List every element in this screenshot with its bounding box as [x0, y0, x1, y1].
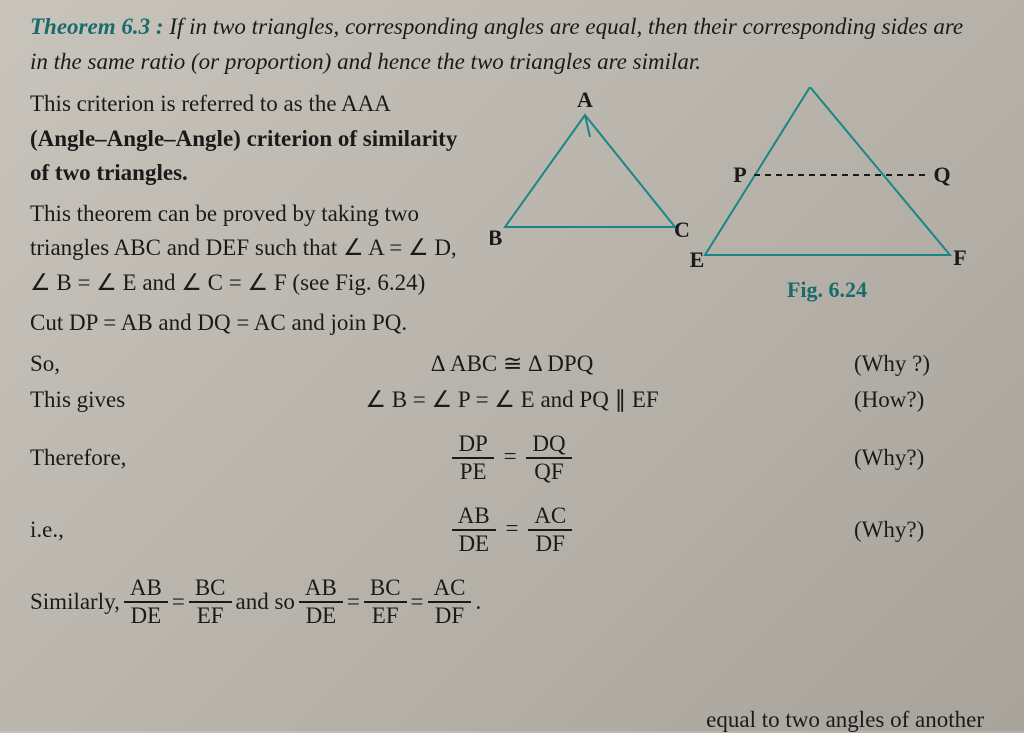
figure-column: A B C D E F P Q Fig. 6.24	[490, 87, 984, 306]
frac-s3: ABDE	[299, 575, 343, 629]
frac-dp-pe: DPPE	[452, 431, 493, 485]
so-why: (Why ?)	[854, 351, 984, 377]
ie-label: i.e.,	[30, 517, 170, 543]
theorem-line1: If in two triangles, corresponding angle…	[169, 14, 737, 39]
step-similarly: Similarly, ABDE = BCEF and so ABDE = BCE…	[30, 575, 984, 629]
ie-why: (Why?)	[854, 517, 984, 543]
and-so: and so	[236, 589, 295, 615]
label-q: Q	[933, 162, 950, 187]
criterion-text: This criterion is referred to as the AAA…	[30, 87, 470, 191]
cut-construction: Cut DP = AB and DQ = AC and join PQ.	[30, 306, 984, 341]
similarly-label: Similarly,	[30, 589, 120, 615]
ie-math: ABDE = ACDF	[170, 503, 854, 557]
cutoff-text: equal to two angles of another	[706, 707, 984, 733]
p1l1: This criterion is referred to as the AAA	[30, 91, 390, 116]
gives-why: (How?)	[854, 387, 984, 413]
theorem-statement: Theorem 6.3 : If in two triangles, corre…	[30, 10, 984, 79]
eq2: =	[506, 515, 525, 540]
frac-s1: ABDE	[124, 575, 168, 629]
so-label: So,	[30, 351, 170, 377]
frac-dq-qf: DQQF	[526, 431, 571, 485]
frac-s2: BCEF	[189, 575, 232, 629]
therefore-math: DPPE = DQQF	[170, 431, 854, 485]
theorem-label: Theorem 6.3 :	[30, 14, 164, 39]
textbook-page: Theorem 6.3 : If in two triangles, corre…	[30, 10, 984, 629]
figure-caption: Fig. 6.24	[670, 277, 984, 303]
step-so: So, Δ ABC ≅ Δ DPQ (Why ?)	[30, 351, 984, 377]
label-b: B	[490, 225, 503, 250]
eq5: =	[411, 589, 424, 615]
therefore-label: Therefore,	[30, 445, 170, 471]
p2l1: This theorem can be proved by taking two	[30, 201, 419, 226]
frac-s4: BCEF	[364, 575, 407, 629]
label-f: F	[953, 245, 966, 270]
p1l2: (Angle–Angle–Angle) criterion of	[30, 126, 357, 151]
frac-s5: ACDF	[428, 575, 472, 629]
text-column: This criterion is referred to as the AAA…	[30, 87, 470, 306]
label-a: A	[577, 87, 593, 112]
step-therefore: Therefore, DPPE = DQQF (Why?)	[30, 431, 984, 485]
triangle-abc	[505, 115, 675, 227]
frac-ab-de: ABDE	[452, 503, 496, 557]
figure-6-24: A B C D E F P Q	[490, 87, 980, 272]
eq3: =	[172, 589, 185, 615]
content-row: This criterion is referred to as the AAA…	[30, 87, 984, 306]
eq4: =	[347, 589, 360, 615]
label-d: D	[808, 87, 824, 90]
step-ie: i.e., ABDE = ACDF (Why?)	[30, 503, 984, 557]
p2l4: (see Fig. 6.24)	[292, 270, 425, 295]
label-c: C	[674, 217, 690, 242]
frac-ac-df: ACDF	[528, 503, 572, 557]
therefore-why: (Why?)	[854, 445, 984, 471]
gives-math: ∠ B = ∠ P = ∠ E and PQ ∥ EF	[170, 387, 854, 413]
theorem-line3: triangles are similar.	[510, 49, 701, 74]
label-e: E	[690, 247, 705, 272]
label-p: P	[733, 162, 746, 187]
step-gives: This gives ∠ B = ∠ P = ∠ E and PQ ∥ EF (…	[30, 387, 984, 413]
so-math: Δ ABC ≅ Δ DPQ	[170, 351, 854, 377]
proof-setup: This theorem can be proved by taking two…	[30, 197, 470, 301]
final-dot: .	[475, 589, 481, 615]
eq1: =	[504, 443, 523, 468]
gives-label: This gives	[30, 387, 170, 413]
p2l2: triangles ABC and DEF such that	[30, 235, 337, 260]
